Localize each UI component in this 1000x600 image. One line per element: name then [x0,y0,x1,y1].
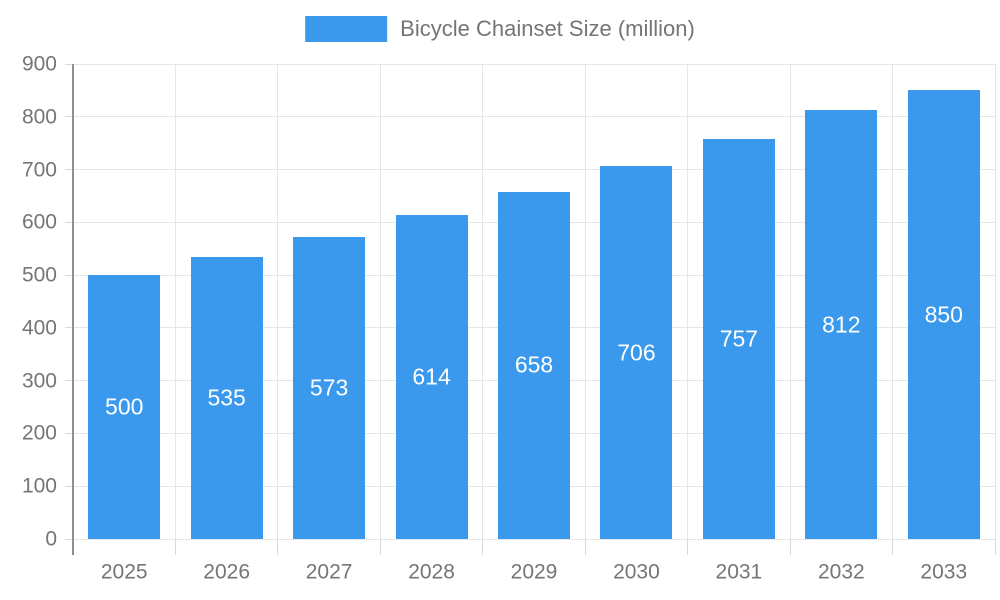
x-axis-label: 2033 [920,560,968,584]
legend-label: Bicycle Chainset Size (million) [400,16,695,41]
y-tick [65,116,73,118]
y-axis-label: 300 [21,369,57,393]
x-gridline [174,64,176,539]
y-axis-line [72,64,74,555]
x-gridline [789,64,791,539]
x-axis-label: 2026 [203,560,251,584]
bar-2031[interactable] [702,139,775,539]
x-tick [687,539,689,555]
x-gridline [482,64,484,539]
y-axis-label: 600 [21,210,57,234]
bar-2033[interactable] [907,90,980,539]
x-gridline [892,64,894,539]
bar-value-label: 658 [514,351,554,378]
y-tick [65,485,73,487]
bar-value-label: 706 [617,339,656,366]
bar-value-label: 573 [309,374,349,401]
x-gridline [994,64,996,539]
bar-2027[interactable] [293,236,366,539]
x-tick [789,539,791,555]
x-tick [892,539,894,555]
y-axis-label: 800 [21,105,57,129]
x-tick [174,539,176,555]
y-gridline [73,538,995,540]
bar-2032[interactable] [805,110,878,539]
bar-2028[interactable] [395,214,468,539]
y-axis-label: 0 [45,527,57,551]
y-gridline [73,169,995,171]
x-axis-label: 2029 [510,560,558,584]
y-gridline [73,63,995,65]
bar-2030[interactable] [600,166,673,539]
x-axis-label: 2027 [305,560,353,584]
y-tick [65,274,73,276]
x-tick [584,539,586,555]
bar-value-label: 757 [719,325,759,352]
y-axis-label: 400 [21,316,57,340]
x-gridline [379,64,381,539]
x-gridline [277,64,279,539]
y-axis-label: 200 [21,421,57,445]
bar-2029[interactable] [498,191,570,539]
bar-2026[interactable] [190,256,263,539]
x-axis-label: 2028 [408,560,455,584]
bar-value-label: 500 [105,393,144,420]
y-gridline [73,116,995,118]
x-axis-label: 2032 [817,560,865,584]
legend-swatch[interactable] [305,16,388,42]
y-tick [65,327,73,329]
y-tick [65,169,73,171]
y-axis-label: 700 [21,158,57,182]
y-tick [65,221,73,223]
y-tick [65,432,73,434]
x-tick [482,539,484,555]
y-axis-label: 900 [21,52,57,76]
x-tick [379,539,381,555]
x-axis-label: 2031 [715,560,763,584]
y-axis-label: 100 [21,474,57,498]
x-axis-label: 2025 [100,560,148,584]
y-tick [65,538,73,540]
y-tick [65,63,73,65]
x-axis-label: 2030 [613,560,660,584]
bar-2025[interactable] [88,275,161,539]
bar-value-label: 812 [822,311,861,338]
bar-value-label: 614 [412,363,451,390]
x-tick [277,539,279,555]
x-tick [994,539,996,555]
y-tick [65,380,73,382]
bar-value-label: 850 [924,301,963,328]
x-gridline [584,64,586,539]
bar-value-label: 535 [207,384,246,411]
x-gridline [687,64,689,539]
y-axis-label: 500 [21,263,57,287]
legend[interactable]: Bicycle Chainset Size (million) [305,16,695,42]
